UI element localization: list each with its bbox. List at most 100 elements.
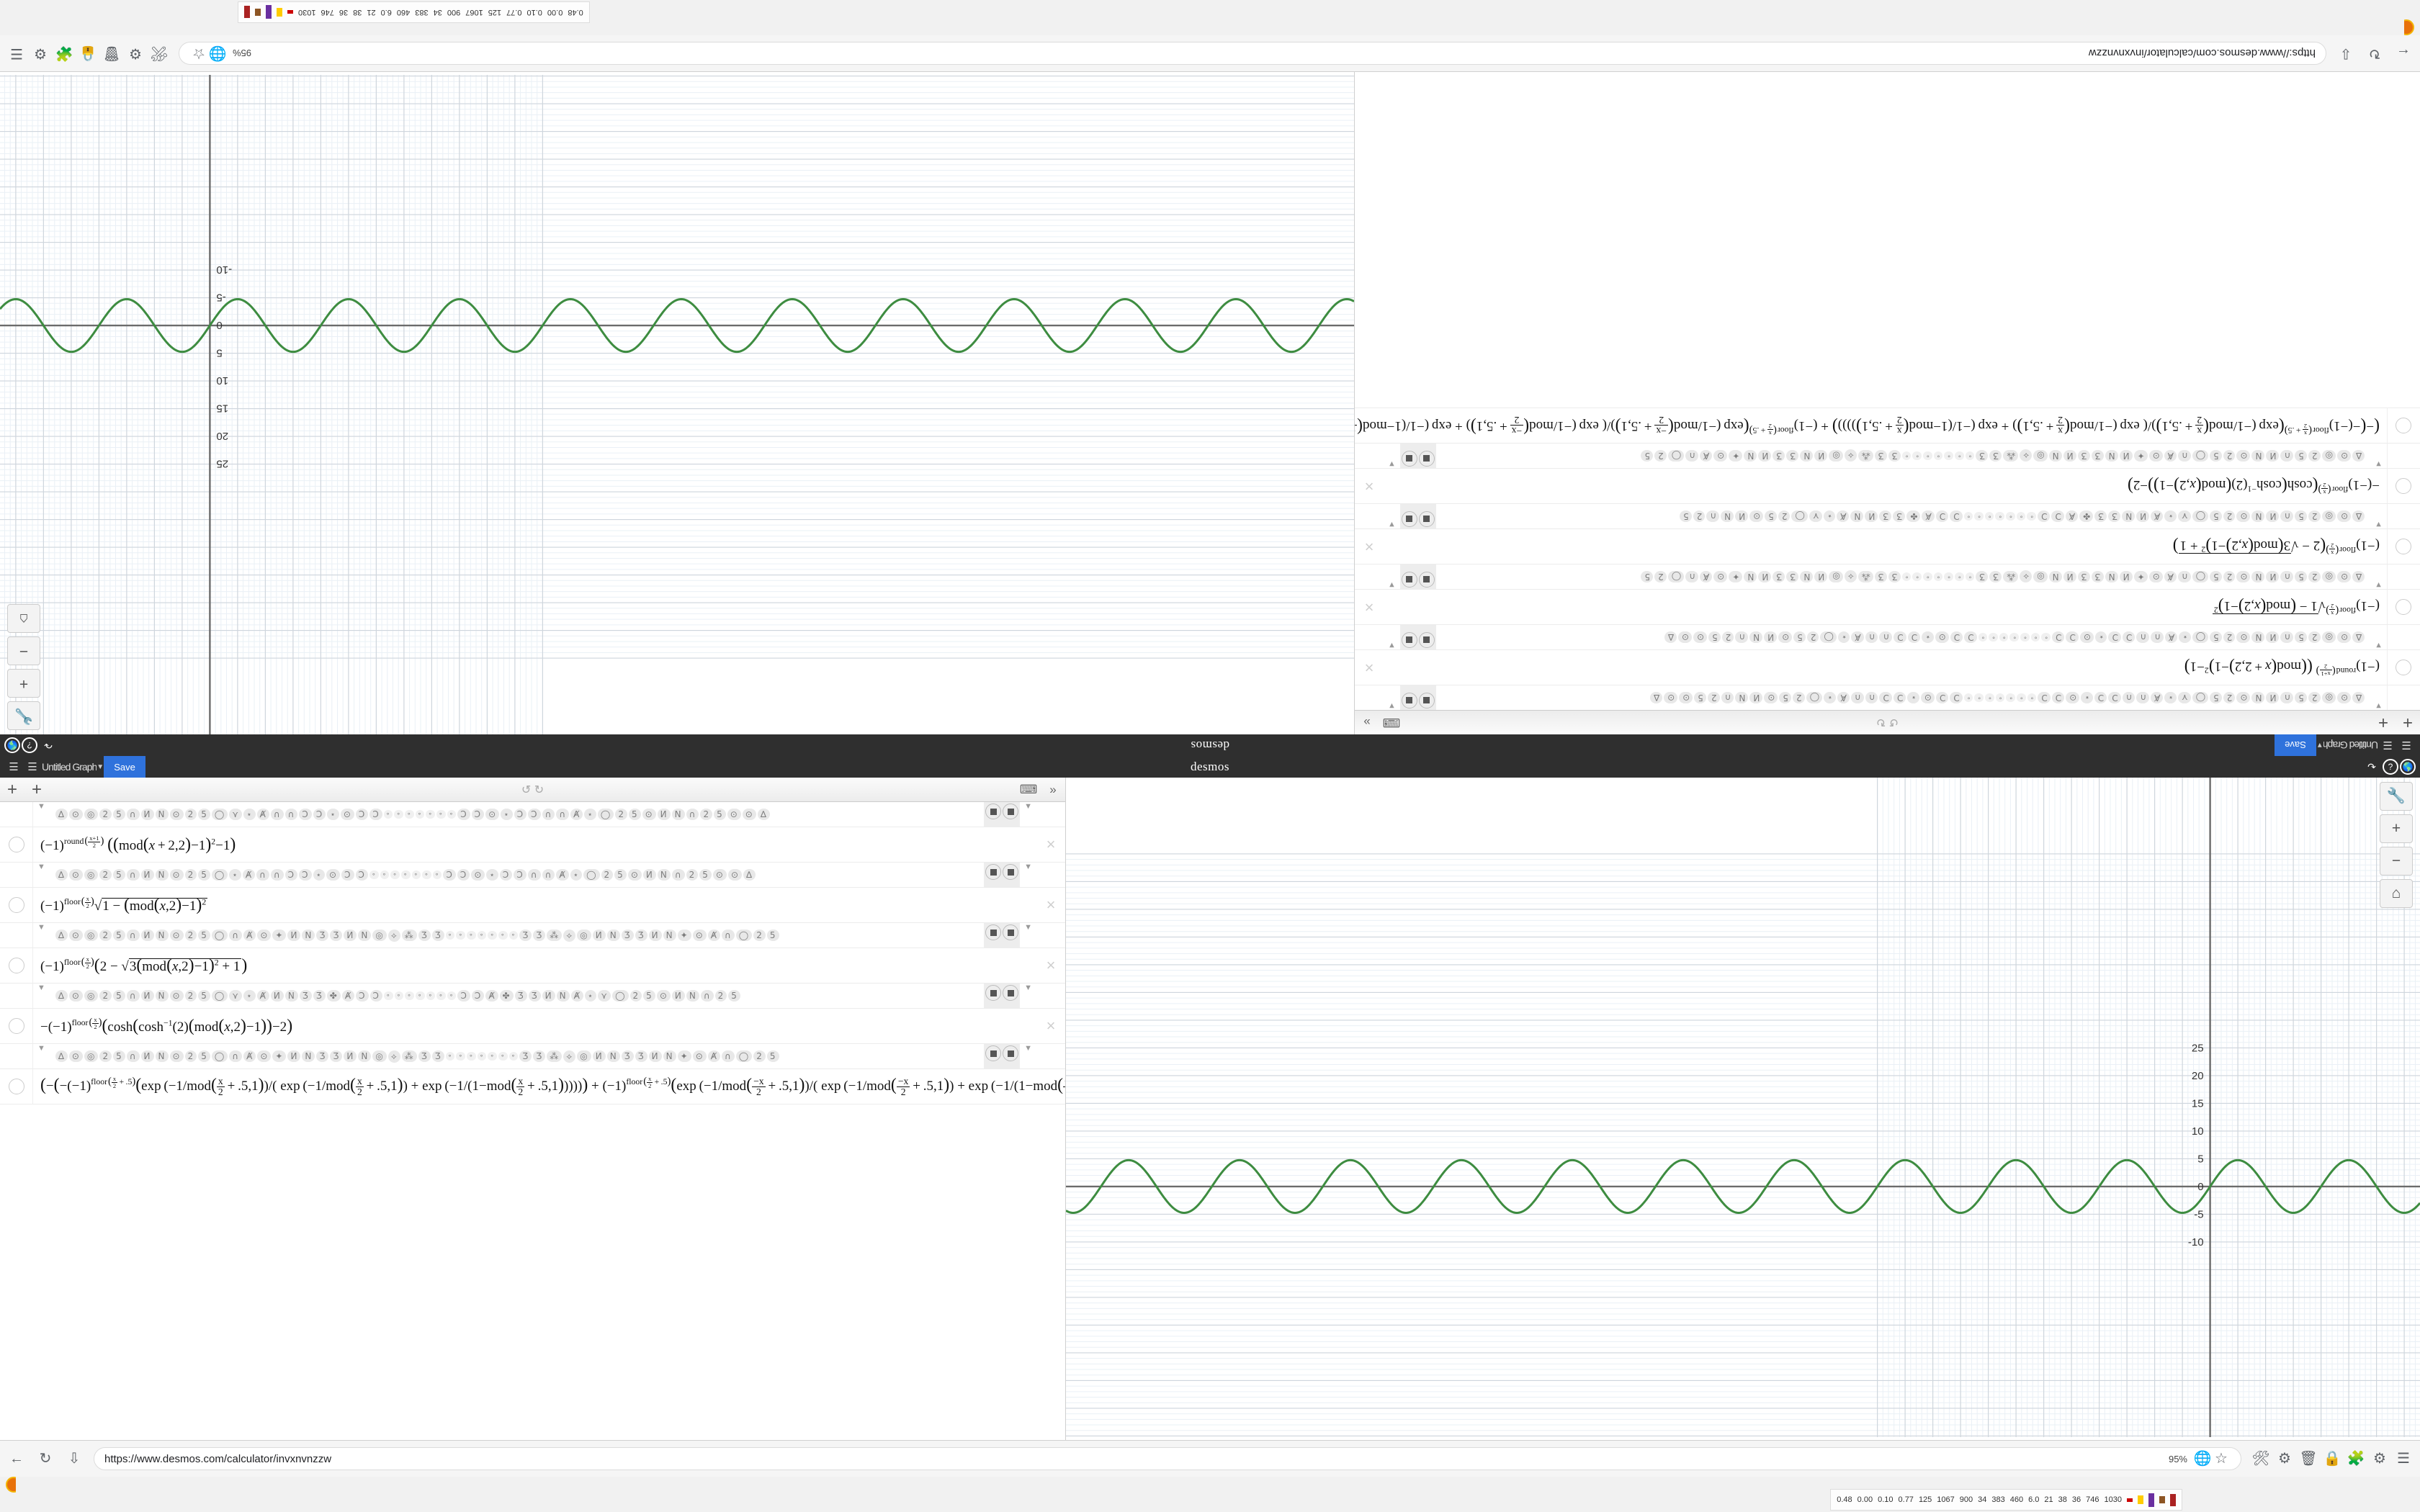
expression-content[interactable]: (−1)round (x+1 2) ((mod(x + 2,2)−1)2−1) — [1384, 650, 2387, 685]
browser-extension-icon-4[interactable]: 🔒 — [79, 45, 97, 61]
delete-expression-button[interactable] — [1036, 984, 1065, 1008]
expression-row-obfuscated[interactable]: ▼ ∆ ⊙ ◎ 2 5 ∩ Ͷ Ν ⊙ 2 5 ◯ ⋆ Ⱥ ∩ ∩ Ɔ Ɔ ⋆ ⊙ Ɔ Ɔ ∘ ∘ ∘ ∘ ∘ ∘ ∘ Ɔ Ɔ ⊙ ⋆ Ɔ Ɔ ∩ ∩ Ⱥ ⋆… — [1355, 624, 2420, 649]
delete-expression-button[interactable]: × — [1364, 659, 1374, 677]
chevron-down-icon-2[interactable]: ▼ — [1388, 701, 1396, 710]
chevron-down-icon-2[interactable]: ▼ — [1388, 580, 1396, 589]
reload-icon[interactable]: ↻ — [2368, 45, 2381, 61]
expression-content[interactable]: (−1)floor (x 2)(2 − √3(mod(x,2)−1)2 + 1) — [1384, 529, 2387, 564]
add-item-button[interactable]: + — [2378, 713, 2389, 733]
expression-content[interactable]: (−1)round (x+1 2) ((mod(x + 2,2)−1)2−1) — [33, 827, 1036, 862]
toggle-button-pair[interactable] — [984, 923, 1021, 948]
add-item-button[interactable]: + — [31, 779, 42, 799]
toggle-button-pair[interactable] — [984, 802, 1021, 827]
toggle-button-pair[interactable] — [1399, 685, 1436, 710]
chevron-down-icon[interactable]: ▼ — [37, 1044, 45, 1053]
expression-content[interactable]: −(−1)floor (x 2)(cosh(cosh−1(2)(mod(x,2)−… — [1384, 469, 2387, 503]
add-expression-button[interactable]: + — [6, 779, 17, 799]
delete-expression-button[interactable] — [1355, 685, 1384, 710]
browser-extension-icon-6[interactable]: ⚙ — [34, 45, 47, 61]
expand-icon[interactable]: » — [1363, 716, 1371, 730]
wrench-icon[interactable]: 🔧 — [7, 701, 40, 730]
keyboard-icon[interactable]: ⌨ — [1019, 782, 1038, 796]
chevron-down-icon-2[interactable]: ▼ — [1024, 863, 1032, 871]
expression-row-obfuscated[interactable]: ▼ ∆ ⊙ ◎ 2 5 ∩ Ͷ Ν ⊙ 2 5 ◯ ⋎ ⋆ Ⱥ ∩ ∩ Ɔ Ɔ ⋆ ⊙ Ɔ Ɔ ∘ ∘ ∘ ∘ ∘ ∘ ∘ Ɔ Ɔ ⊙ ⋆ Ɔ Ɔ ∩ ∩ Ⱥ… — [1355, 685, 2420, 710]
browser-extension-icon-3[interactable]: 🗑 — [2299, 1451, 2318, 1467]
chevron-down-icon[interactable]: ▼ — [97, 762, 104, 771]
address-bar[interactable]: https://www.desmos.com/calculator/invxnv… — [94, 1447, 2241, 1470]
keyboard-icon[interactable]: ⌨ — [1382, 716, 1401, 730]
browser-extension-icon-7[interactable]: ☰ — [2397, 1451, 2410, 1467]
expression-list[interactable]: ▼ ∆ ⊙ ◎ 2 5 ∩ Ͷ Ν ⊙ 2 5 ◯ ⋎ ⋆ Ⱥ ∩ ∩ Ɔ Ɔ ⋆ ⊙ Ɔ Ɔ ∘ ∘ ∘ ∘ ∘ ∘ ∘ Ɔ Ɔ ⊙ ⋆ Ɔ Ɔ ∩ ∩ Ⱥ… — [1355, 72, 2420, 710]
delete-expression-button[interactable] — [1036, 1044, 1065, 1068]
list-icon[interactable]: ☰ — [27, 761, 37, 773]
expression-row-obfuscated[interactable]: ▼ ∆ ⊙ ◎ 2 5 ∩ Ͷ Ν ⊙ 2 5 ◯ ∩ Ⱥ ⊙ ✦ Ͷ Ν Ʒ Ʒ Ͷ Ν ◎ ⟡ ⁂ Ʒ Ʒ ∘ ∘ ∘ ∘ ∘ ∘ ∘ Ʒ Ʒ ⁂ ⟡ ◎… — [0, 1044, 1065, 1069]
expression-row-obfuscated[interactable]: ▼ ∆ ⊙ ◎ 2 5 ∩ Ͷ Ν ⊙ 2 5 ◯ ⋎ ⋆ Ⱥ Ͷ Ν Ʒ Ʒ ✤ Ⱥ Ɔ Ɔ ∘ ∘ ∘ ∘ ∘ ∘ ∘ Ɔ Ɔ Ⱥ ✤ Ʒ Ʒ Ͷ Ν Ⱥ… — [1355, 503, 2420, 528]
expression-content[interactable]: (−(−(−1)floor (x 2 + .5)(exp (−1/mod(x 2 +… — [33, 1069, 1065, 1104]
delete-expression-button[interactable]: × — [1364, 538, 1374, 556]
row-number[interactable] — [2387, 650, 2420, 685]
expression-row-obfuscated[interactable]: ▼ ∆ ⊙ ◎ 2 5 ∩ Ͷ Ν ⊙ 2 5 ◯ ⋎ ⋆ Ⱥ ∩ ∩ Ɔ Ɔ ⋆ ⊙ Ɔ Ɔ ∘ ∘ ∘ ∘ ∘ ∘ ∘ Ɔ Ɔ ⊙ ⋆ Ɔ Ɔ ∩ ∩ Ⱥ… — [0, 802, 1065, 827]
row-number[interactable] — [2387, 529, 2420, 564]
zoom-in-button[interactable]: + — [2380, 814, 2413, 843]
delete-expression-button[interactable]: × — [1046, 1017, 1056, 1035]
back-icon[interactable]: ← — [2396, 45, 2411, 61]
chevron-down-icon-2[interactable]: ▼ — [1024, 923, 1032, 932]
chevron-down-icon[interactable]: ▼ — [2375, 580, 2383, 589]
row-number[interactable] — [0, 948, 33, 983]
help-icon[interactable]: ? — [2383, 759, 2398, 775]
zoom-out-button[interactable]: − — [7, 636, 40, 665]
expression-row-math[interactable]: −(−1)floor (x 2)(cosh(cosh−1(2)(mod(x,2)−… — [0, 1009, 1065, 1044]
toggle-button-pair[interactable] — [984, 863, 1021, 887]
delete-expression-button[interactable]: × — [1046, 835, 1056, 853]
chevron-down-icon[interactable]: ▼ — [2375, 459, 2383, 468]
row-number[interactable] — [0, 888, 33, 922]
expression-row-math[interactable]: (−1)floor (x 2)(2 − √3(mod(x,2)−1)2 + 1) × — [0, 948, 1065, 984]
delete-expression-button[interactable] — [1036, 802, 1065, 827]
delete-expression-button[interactable]: × — [1046, 956, 1056, 974]
zoom-in-button[interactable]: + — [7, 669, 40, 698]
download-icon[interactable]: ⇩ — [68, 1451, 81, 1467]
browser-extension-icon-5[interactable]: 🧩 — [2347, 1451, 2365, 1467]
delete-expression-button[interactable]: × — [1046, 896, 1056, 914]
browser-extension-icon-7[interactable]: ☰ — [10, 45, 23, 61]
home-button[interactable]: ⌂ — [7, 604, 40, 633]
delete-expression-button[interactable] — [1036, 863, 1065, 887]
expression-row-obfuscated[interactable]: ▼ ∆ ⊙ ◎ 2 5 ∩ Ͷ Ν ⊙ 2 5 ◯ ∩ Ⱥ ⊙ ✦ Ͷ Ν Ʒ Ʒ Ͷ Ν ◎ ⟡ ⁂ Ʒ Ʒ ∘ ∘ ∘ ∘ ∘ ∘ ∘ Ʒ Ʒ ⁂ ⟡ ◎… — [0, 923, 1065, 948]
chevron-down-icon[interactable]: ▼ — [2375, 701, 2383, 710]
browser-extension-icon-2[interactable]: ⚙ — [129, 45, 142, 61]
back-icon[interactable]: ← — [9, 1451, 24, 1467]
toggle-button-pair[interactable] — [1399, 504, 1436, 528]
expression-list[interactable]: ▼ ∆ ⊙ ◎ 2 5 ∩ Ͷ Ν ⊙ 2 5 ◯ ⋎ ⋆ Ⱥ ∩ ∩ Ɔ Ɔ ⋆ ⊙ Ɔ Ɔ ∘ ∘ ∘ ∘ ∘ ∘ ∘ Ɔ Ɔ ⊙ ⋆ Ɔ Ɔ ∩ ∩ Ⱥ… — [0, 802, 1065, 1440]
expression-content[interactable]: (−1)floor (x 2)√1 − (mod(x,2)−1)2 — [33, 888, 1036, 922]
zoom-level-badge[interactable]: 95% — [233, 48, 252, 59]
reload-icon[interactable]: ↻ — [39, 1451, 52, 1467]
chevron-down-icon[interactable]: ▼ — [37, 923, 45, 932]
bookmarks-bar[interactable] — [0, 1477, 16, 1493]
toggle-button-pair[interactable] — [1399, 444, 1436, 468]
share-icon[interactable]: ↷ — [2367, 760, 2376, 773]
expression-row-obfuscated[interactable]: ▼ ∆ ⊙ ◎ 2 5 ∩ Ͷ Ν ⊙ 2 5 ◯ ∩ Ⱥ ⊙ ✦ Ͷ Ν Ʒ Ʒ Ͷ Ν ◎ ⟡ ⁂ Ʒ Ʒ ∘ ∘ ∘ ∘ ∘ ∘ ∘ Ʒ Ʒ ⁂ ⟡ ◎… — [1355, 443, 2420, 468]
chevron-down-icon-2[interactable]: ▼ — [1388, 641, 1396, 649]
expression-row-math[interactable]: (−(−(−1)floor (x 2 + .5)(exp (−1/mod(x 2 +… — [0, 1069, 1065, 1104]
expression-content[interactable]: (−(−(−1)floor (x 2 + .5)(exp (−1/mod(x 2 +… — [1355, 408, 2387, 443]
browser-extension-icon-4[interactable]: 🔒 — [2323, 1451, 2341, 1467]
bookmark-icon[interactable] — [6, 1477, 16, 1493]
bookmarks-bar[interactable] — [2404, 19, 2420, 35]
expression-row-math[interactable]: −(−1)floor (x 2)(cosh(cosh−1(2)(mod(x,2)−… — [1355, 468, 2420, 503]
delete-expression-button[interactable] — [1355, 504, 1384, 528]
globe-icon[interactable]: 🌎 — [2400, 759, 2416, 775]
expression-content[interactable]: (−1)floor (x 2)(2 − √3(mod(x,2)−1)2 + 1) — [33, 948, 1036, 983]
delete-expression-button[interactable]: × — [1364, 477, 1374, 495]
expression-row-math[interactable]: (−(−(−1)floor (x 2 + .5)(exp (−1/mod(x 2 +… — [1355, 408, 2420, 443]
browser-extension-icon-6[interactable]: ⚙ — [2373, 1451, 2386, 1467]
chevron-down-icon[interactable]: ▼ — [37, 863, 45, 871]
expression-row-math[interactable]: (−1)floor (x 2)√1 − (mod(x,2)−1)2 × — [1355, 589, 2420, 624]
delete-expression-button[interactable] — [1355, 564, 1384, 589]
translate-icon[interactable]: 🌐 — [208, 45, 227, 61]
expression-content[interactable]: −(−1)floor (x 2)(cosh(cosh−1(2)(mod(x,2)−… — [33, 1009, 1036, 1043]
expression-row-math[interactable]: (−1)round (x+1 2) ((mod(x + 2,2)−1)2−1) × — [0, 827, 1065, 863]
row-number[interactable] — [2387, 590, 2420, 624]
download-icon[interactable]: ⇩ — [2339, 45, 2352, 61]
